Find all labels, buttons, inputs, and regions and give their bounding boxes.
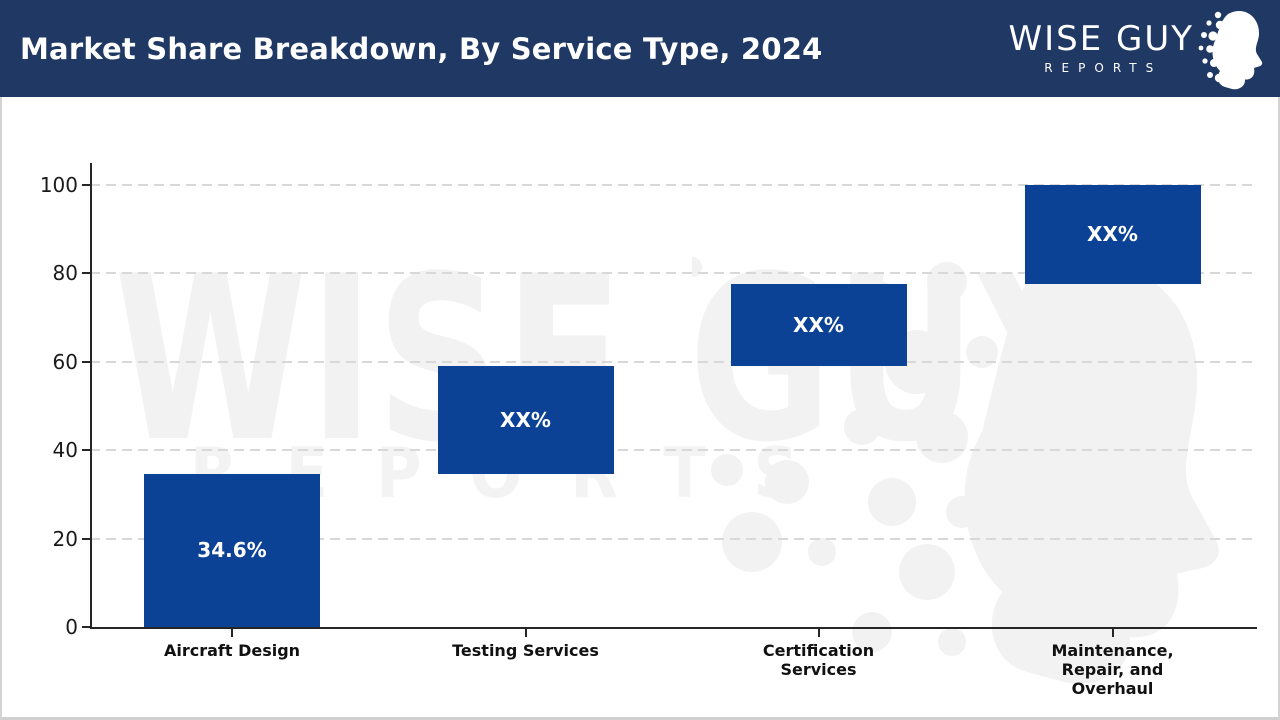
y-gridline — [90, 449, 1255, 451]
x-category-label: Maintenance, Repair, and Overhaul — [1051, 641, 1174, 698]
brand-subtitle: REPORTS — [1044, 61, 1163, 75]
x-category-label: Certification Services — [762, 641, 875, 679]
x-tick — [817, 629, 820, 637]
waterfall-bar: XX% — [437, 365, 614, 474]
y-gridline — [90, 537, 1255, 540]
y-tick-label: 80 — [52, 261, 78, 285]
waterfall-bar: XX% — [1024, 184, 1201, 285]
waterfall-bar: XX% — [730, 284, 907, 366]
y-tick — [82, 449, 90, 451]
y-tick — [82, 183, 90, 186]
x-category-label: Testing Services — [452, 641, 599, 660]
x-tick — [524, 629, 527, 637]
y-tick-label: 100 — [39, 172, 78, 197]
waterfall-bar: 34.6% — [144, 473, 320, 627]
y-gridline — [90, 360, 1255, 363]
y-gridline — [90, 272, 1255, 274]
header-bar: Market Share Breakdown, By Service Type,… — [0, 0, 1280, 97]
x-tick — [231, 629, 233, 637]
page-title: Market Share Breakdown, By Service Type,… — [20, 31, 823, 66]
y-tick — [82, 626, 90, 628]
wise-guy-head-icon — [1198, 10, 1263, 89]
y-tick-label: 40 — [52, 438, 78, 462]
bar-value-label: XX% — [793, 312, 844, 337]
y-tick-label: 0 — [65, 615, 78, 639]
x-category-label: Aircraft Design — [163, 641, 301, 660]
bar-value-label: XX% — [500, 407, 551, 432]
y-tick — [82, 537, 90, 540]
x-tick — [1111, 629, 1114, 637]
brand-name: WISE GUY — [1008, 19, 1194, 59]
bar-value-label: 34.6% — [197, 538, 267, 563]
y-axis-line — [90, 163, 92, 629]
x-axis-line — [90, 627, 1257, 629]
y-tick — [82, 272, 90, 274]
y-gridline — [90, 183, 1255, 186]
y-tick-label: 60 — [52, 349, 78, 374]
bar-value-label: XX% — [1087, 222, 1138, 247]
chart-area: WISE GUY REPORTS 02040608010034.6%Aircra… — [0, 97, 1280, 720]
y-tick — [82, 360, 90, 363]
brand-logo-text: WISE GUY REPORTS — [1008, 22, 1194, 75]
y-tick-label: 20 — [52, 526, 78, 551]
brand-logo: WISE GUY REPORTS — [1008, 5, 1270, 93]
